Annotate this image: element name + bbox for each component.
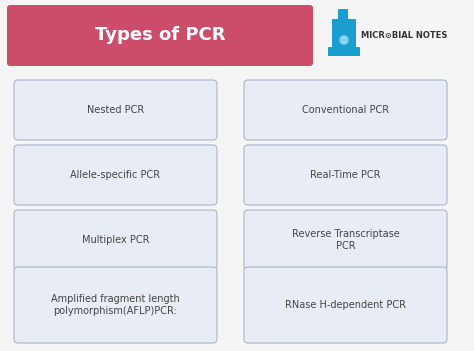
FancyBboxPatch shape xyxy=(14,145,217,205)
FancyBboxPatch shape xyxy=(338,9,348,23)
FancyBboxPatch shape xyxy=(332,19,356,51)
Text: Multiplex PCR: Multiplex PCR xyxy=(82,235,149,245)
Text: RNase H-dependent PCR: RNase H-dependent PCR xyxy=(285,300,406,310)
Text: MICR⊙BIAL NOTES: MICR⊙BIAL NOTES xyxy=(361,32,447,40)
Circle shape xyxy=(337,33,351,47)
Text: Nested PCR: Nested PCR xyxy=(87,105,144,115)
FancyBboxPatch shape xyxy=(328,47,360,56)
FancyBboxPatch shape xyxy=(244,80,447,140)
Text: Conventional PCR: Conventional PCR xyxy=(302,105,389,115)
Text: Reverse Transcriptase
PCR: Reverse Transcriptase PCR xyxy=(292,229,400,251)
FancyBboxPatch shape xyxy=(244,267,447,343)
Text: Amplified fragment length
polymorphism(AFLP)PCR:: Amplified fragment length polymorphism(A… xyxy=(51,294,180,316)
Circle shape xyxy=(340,36,348,44)
Text: Types of PCR: Types of PCR xyxy=(95,26,225,45)
FancyBboxPatch shape xyxy=(244,145,447,205)
FancyBboxPatch shape xyxy=(14,267,217,343)
FancyBboxPatch shape xyxy=(7,5,313,66)
Text: Real-Time PCR: Real-Time PCR xyxy=(310,170,381,180)
FancyBboxPatch shape xyxy=(14,210,217,270)
FancyBboxPatch shape xyxy=(244,210,447,270)
Text: Allele-specific PCR: Allele-specific PCR xyxy=(71,170,161,180)
FancyBboxPatch shape xyxy=(14,80,217,140)
